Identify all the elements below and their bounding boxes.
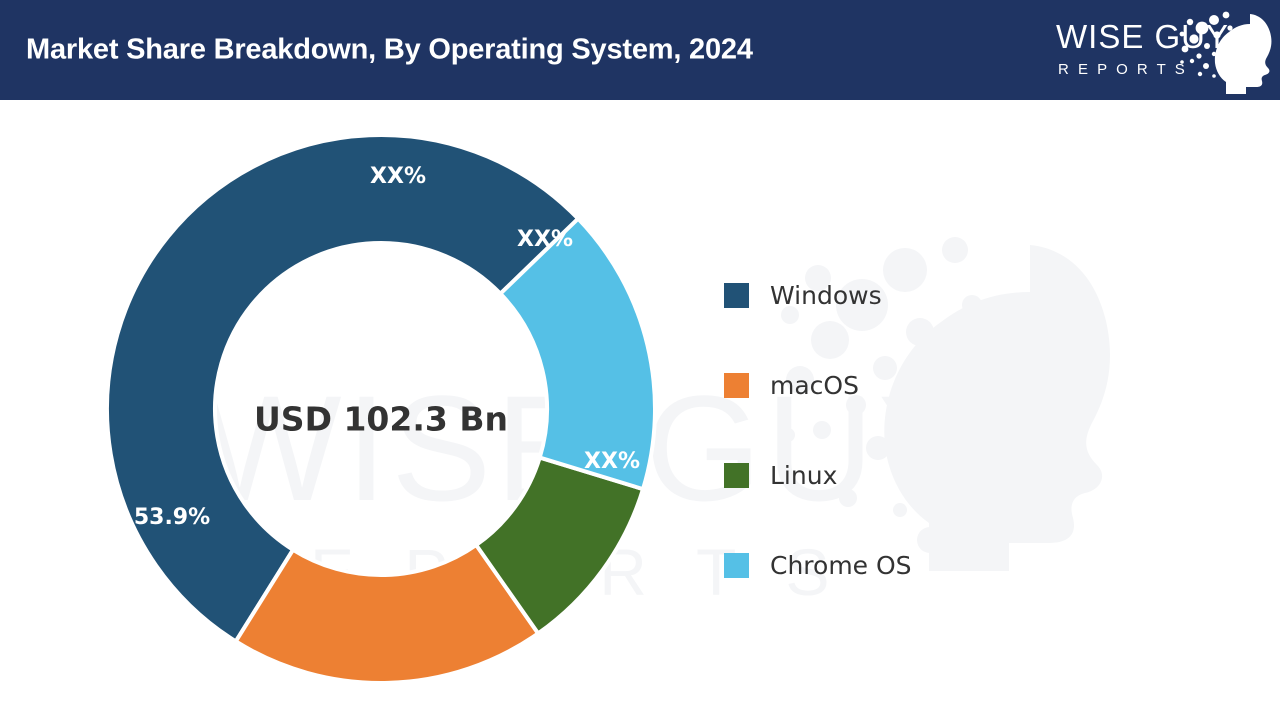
legend-label: Linux: [770, 460, 838, 490]
slice-label-macos: XX%: [584, 449, 640, 474]
donut-slices[interactable]: [105, 133, 657, 685]
legend-swatch: [724, 372, 749, 398]
legend-label: Windows: [770, 280, 882, 310]
legend-swatch: [724, 282, 749, 308]
donut-slice-linux[interactable]: [473, 455, 646, 637]
brand-logo: WISE GUY R E P O R T S: [1056, 11, 1272, 94]
legend-swatch: [724, 552, 749, 578]
slice-label-linux: XX%: [517, 227, 573, 252]
legend-swatch: [724, 462, 749, 488]
logo-wordmark-secondary: R E P O R T S: [1058, 61, 1187, 78]
donut-svg: 53.9% XX% XX% XX% USD 102.3 Bn: [105, 133, 657, 685]
slice-label-windows: 53.9%: [134, 505, 210, 530]
slice-label-group: 53.9% XX% XX% XX%: [134, 164, 640, 530]
chart-body: WISE GUY R E P O R T S: [0, 100, 1280, 720]
donut-slice-macos[interactable]: [233, 542, 541, 685]
legend-label: Chrome OS: [770, 550, 912, 580]
legend-item-macos[interactable]: macOS: [724, 340, 1054, 430]
legend-label: macOS: [770, 370, 859, 400]
slice-label-chrome-os: XX%: [370, 164, 426, 189]
header-bar: Market Share Breakdown, By Operating Sys…: [0, 0, 1280, 100]
head-profile-dots-logo: [1179, 11, 1272, 94]
chart-legend: Windows macOS Linux Chrome OS: [724, 250, 1054, 610]
legend-item-windows[interactable]: Windows: [724, 250, 1054, 340]
legend-item-chrome-os[interactable]: Chrome OS: [724, 520, 1054, 610]
donut-slice-windows[interactable]: [105, 133, 581, 645]
donut-chart: 53.9% XX% XX% XX% USD 102.3 Bn: [0, 100, 760, 720]
legend-item-linux[interactable]: Linux: [724, 430, 1054, 520]
donut-slice-chrome-os[interactable]: [497, 215, 657, 492]
center-total-value: USD 102.3 Bn: [254, 400, 508, 439]
page-title: Market Share Breakdown, By Operating Sys…: [26, 33, 753, 66]
